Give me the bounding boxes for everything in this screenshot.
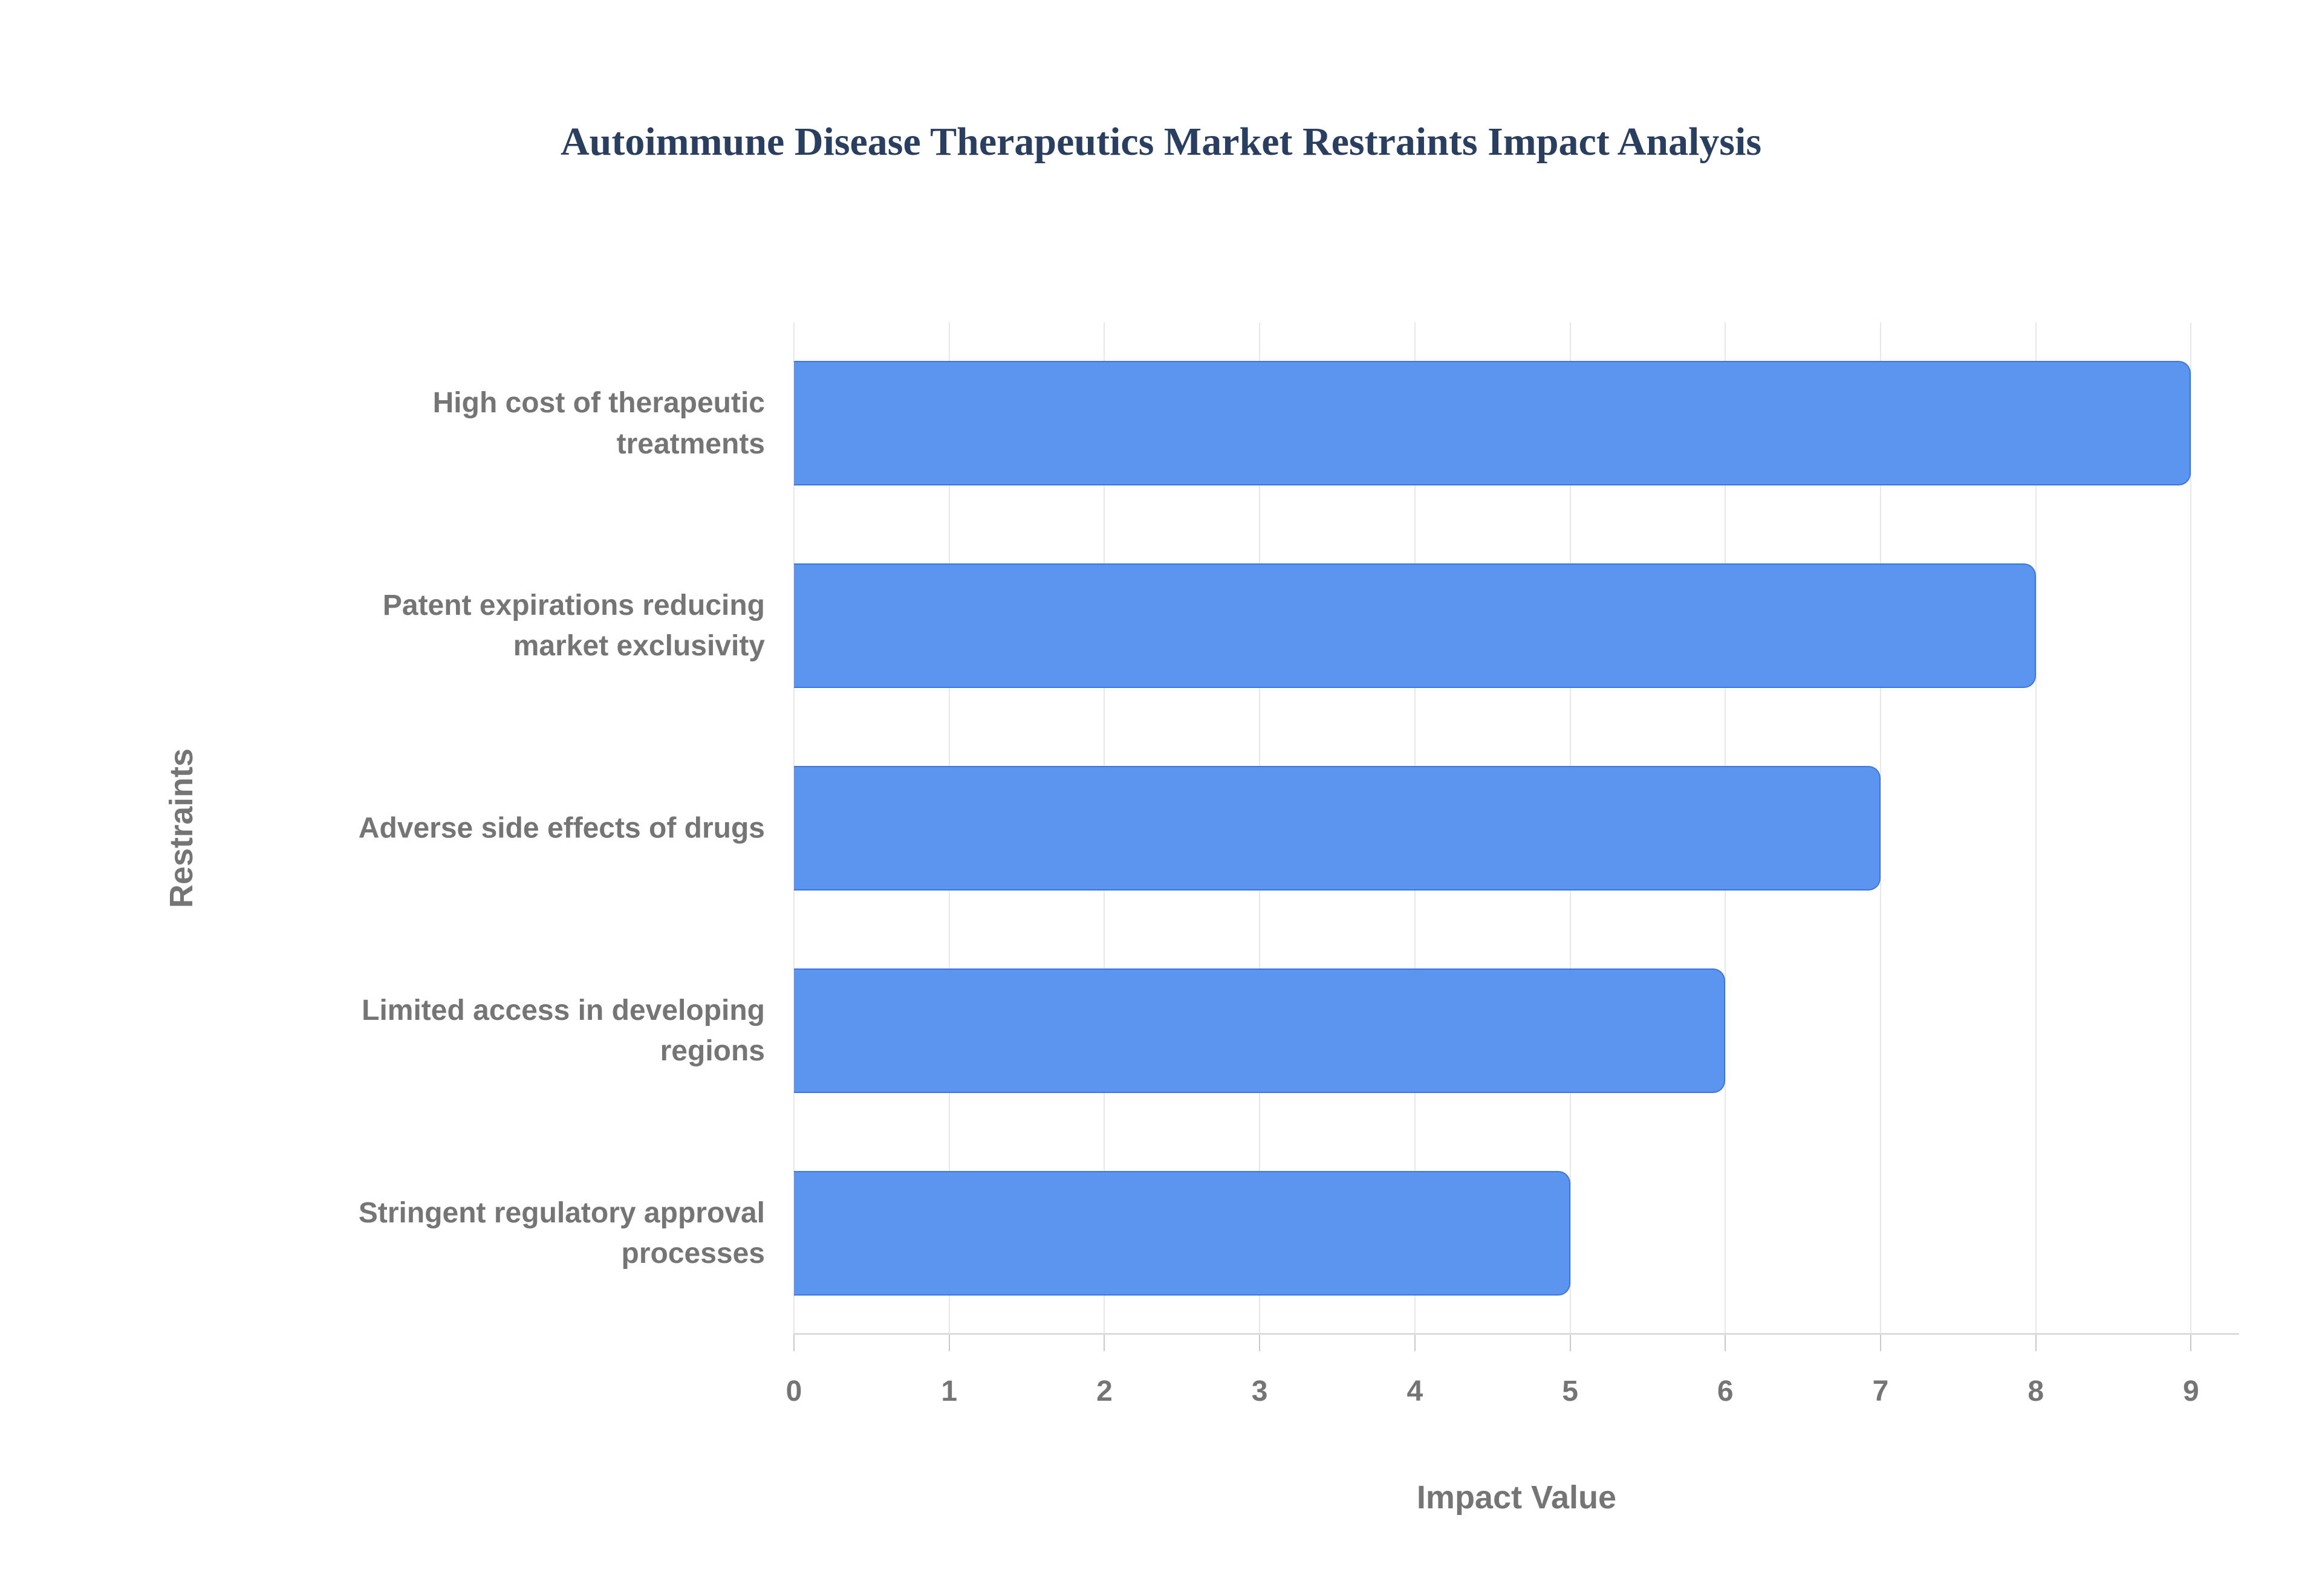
bar-1: [794, 361, 2191, 486]
x-axis-title: Impact Value: [1416, 1479, 1617, 1516]
x-tick-label-6: 6: [1717, 1375, 1734, 1407]
category-label-line: Stringent regulatory approval: [358, 1196, 765, 1229]
x-tick-label-4: 4: [1407, 1375, 1423, 1407]
x-tick-label-1: 1: [941, 1375, 958, 1407]
chart-title: Autoimmune Disease Therapeutics Market R…: [560, 120, 1762, 164]
gridline-x-9: [2190, 322, 2192, 1334]
gridline-x-7: [1879, 322, 1881, 1334]
category-label-5: Stringent regulatory approval processes: [0, 1192, 765, 1273]
x-tick-label-5: 5: [1562, 1375, 1578, 1407]
x-tick-label-8: 8: [2028, 1375, 2044, 1407]
category-label-line: regions: [660, 1034, 765, 1067]
x-axis-tick-4: [1414, 1334, 1416, 1351]
x-axis-tick-2: [1104, 1334, 1105, 1351]
x-axis-tick-1: [948, 1334, 950, 1351]
category-label-2: Patent expirations reducing market exclus…: [0, 585, 765, 666]
x-tick-label-3: 3: [1251, 1375, 1268, 1407]
plot-area: 0 1 2 3 4 5 6 7 8 9: [786, 322, 2239, 1407]
x-axis-line: [794, 1333, 2239, 1335]
category-label-1: High cost of therapeutic treatments: [0, 383, 765, 464]
category-label-line: Adverse side effects of drugs: [358, 812, 765, 845]
x-axis-tick-5: [1569, 1334, 1571, 1351]
x-axis-tick-6: [1725, 1334, 1726, 1351]
category-label-line: market exclusivity: [513, 630, 765, 663]
gridline-x-8: [2035, 322, 2037, 1334]
category-label-3: Adverse side effects of drugs: [0, 808, 765, 848]
category-label-line: High cost of therapeutic: [432, 387, 765, 420]
x-axis-tick-8: [2035, 1334, 2037, 1351]
bar-4: [794, 968, 1726, 1093]
bar-3: [794, 766, 1881, 890]
x-axis-tick-3: [1259, 1334, 1261, 1351]
bar-5: [794, 1170, 1570, 1296]
x-tick-label-2: 2: [1096, 1375, 1113, 1407]
x-tick-label-7: 7: [1872, 1375, 1889, 1407]
x-tick-label-0: 0: [785, 1375, 802, 1407]
x-tick-label-9: 9: [2183, 1375, 2199, 1407]
category-label-line: treatments: [616, 427, 765, 460]
category-label-4: Limited access in developing regions: [0, 990, 765, 1071]
category-label-line: Limited access in developing: [362, 994, 765, 1027]
x-axis-tick-0: [793, 1334, 795, 1351]
x-axis-tick-9: [2190, 1334, 2192, 1351]
category-label-line: processes: [621, 1237, 766, 1270]
x-axis-tick-7: [1879, 1334, 1881, 1351]
category-label-line: Patent expirations reducing: [382, 589, 765, 621]
bar-2: [794, 563, 2036, 689]
y-axis-category-labels: High cost of therapeutic treatments Patent…: [0, 322, 765, 1334]
